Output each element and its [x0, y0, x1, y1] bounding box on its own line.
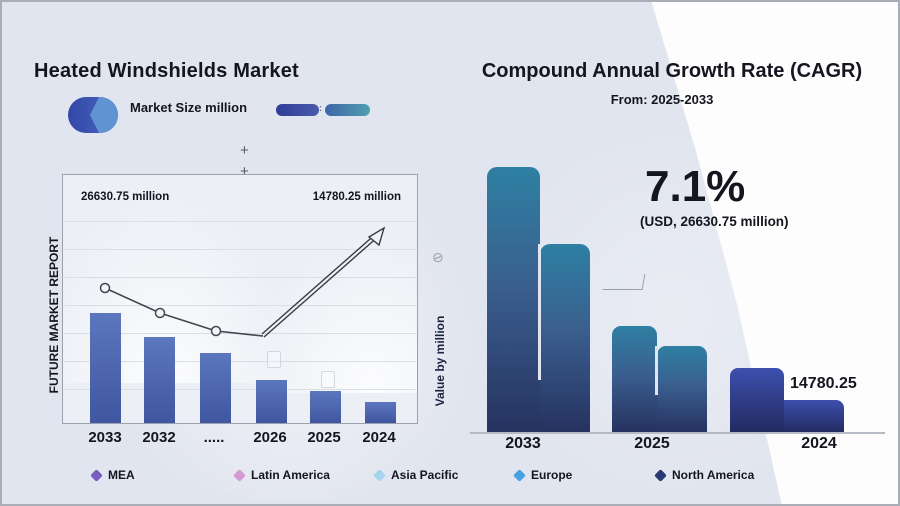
bar-2024	[365, 402, 396, 423]
x-label: 2026	[253, 429, 287, 446]
left-chart: 26630.75 million 14780.25 million	[62, 174, 418, 424]
gridline	[64, 221, 416, 222]
ratio-pill-teal	[325, 104, 370, 116]
ratio-pill-dark	[276, 104, 319, 116]
bar-2025-a	[612, 326, 657, 432]
diamond-icon	[373, 469, 386, 482]
value-by-million-label: Value by million	[433, 315, 447, 407]
diamond-icon	[90, 469, 103, 482]
cagr-subtitle: From: 2025-2033	[610, 92, 714, 107]
legend-label: Asia Pacific	[391, 468, 459, 482]
bar-2033-b	[540, 244, 590, 432]
bar-2024-a	[730, 368, 784, 432]
cylinder-icon	[68, 97, 118, 133]
value-2024-label: 14780.25	[790, 375, 857, 392]
max-value-label: 26630.75 million	[81, 191, 170, 203]
bar-2025-b	[657, 346, 707, 432]
x-label: .....	[203, 429, 225, 446]
step-decoration	[602, 274, 646, 290]
clipboard-watermark-icon	[267, 351, 281, 368]
right-chart-baseline	[470, 432, 885, 434]
x-label: 2025	[307, 429, 341, 446]
x-label: 2032	[142, 429, 176, 446]
future-market-report-label: FUTURE MARKET REPORT	[47, 236, 61, 394]
cagr-detail: (USD, 26630.75 million)	[640, 214, 789, 229]
min-value-label: 14780.25 million	[312, 191, 401, 203]
bar-gap	[538, 244, 541, 380]
x-label: 2025	[634, 435, 670, 452]
circle-minus-icon: ⊖	[429, 247, 446, 267]
legend-label: North America	[672, 468, 755, 482]
x-label: 2024	[362, 429, 396, 446]
ratio-separator: :	[319, 103, 322, 113]
x-label: 2033	[88, 429, 122, 446]
bar-2024-b	[784, 400, 844, 432]
bar-2033	[90, 313, 121, 423]
plus-icon: +	[240, 163, 249, 180]
trend-line-arrow	[99, 226, 386, 338]
bar-dots	[200, 353, 231, 423]
legend-label: Latin America	[251, 468, 330, 482]
legend-label: Europe	[531, 468, 573, 482]
gridline	[64, 277, 416, 278]
bar-2032	[144, 337, 175, 423]
x-label: 2033	[505, 435, 541, 452]
x-label: 2024	[801, 435, 837, 452]
bar-2033-a	[487, 167, 540, 432]
bar-2025	[310, 391, 341, 423]
gridline	[64, 389, 416, 390]
bar-2026	[256, 380, 287, 423]
cagr-title: Compound Annual Growth Rate (CAGR)	[481, 60, 863, 82]
cagr-value: 7.1%	[645, 162, 746, 211]
gridline	[64, 305, 416, 306]
bar-gap	[655, 346, 658, 395]
gridline	[64, 249, 416, 250]
cylinder-cap-icon	[90, 97, 118, 133]
page-title: Heated Windshields Market	[34, 60, 299, 82]
gridline	[64, 361, 416, 362]
diamond-icon	[233, 469, 246, 482]
legend-label: MEA	[108, 468, 135, 482]
diamond-icon	[513, 469, 526, 482]
market-size-label: Market Size million	[130, 100, 248, 115]
diamond-icon	[654, 469, 667, 482]
plus-icon: +	[240, 142, 249, 159]
clipboard-watermark-icon	[321, 371, 335, 388]
